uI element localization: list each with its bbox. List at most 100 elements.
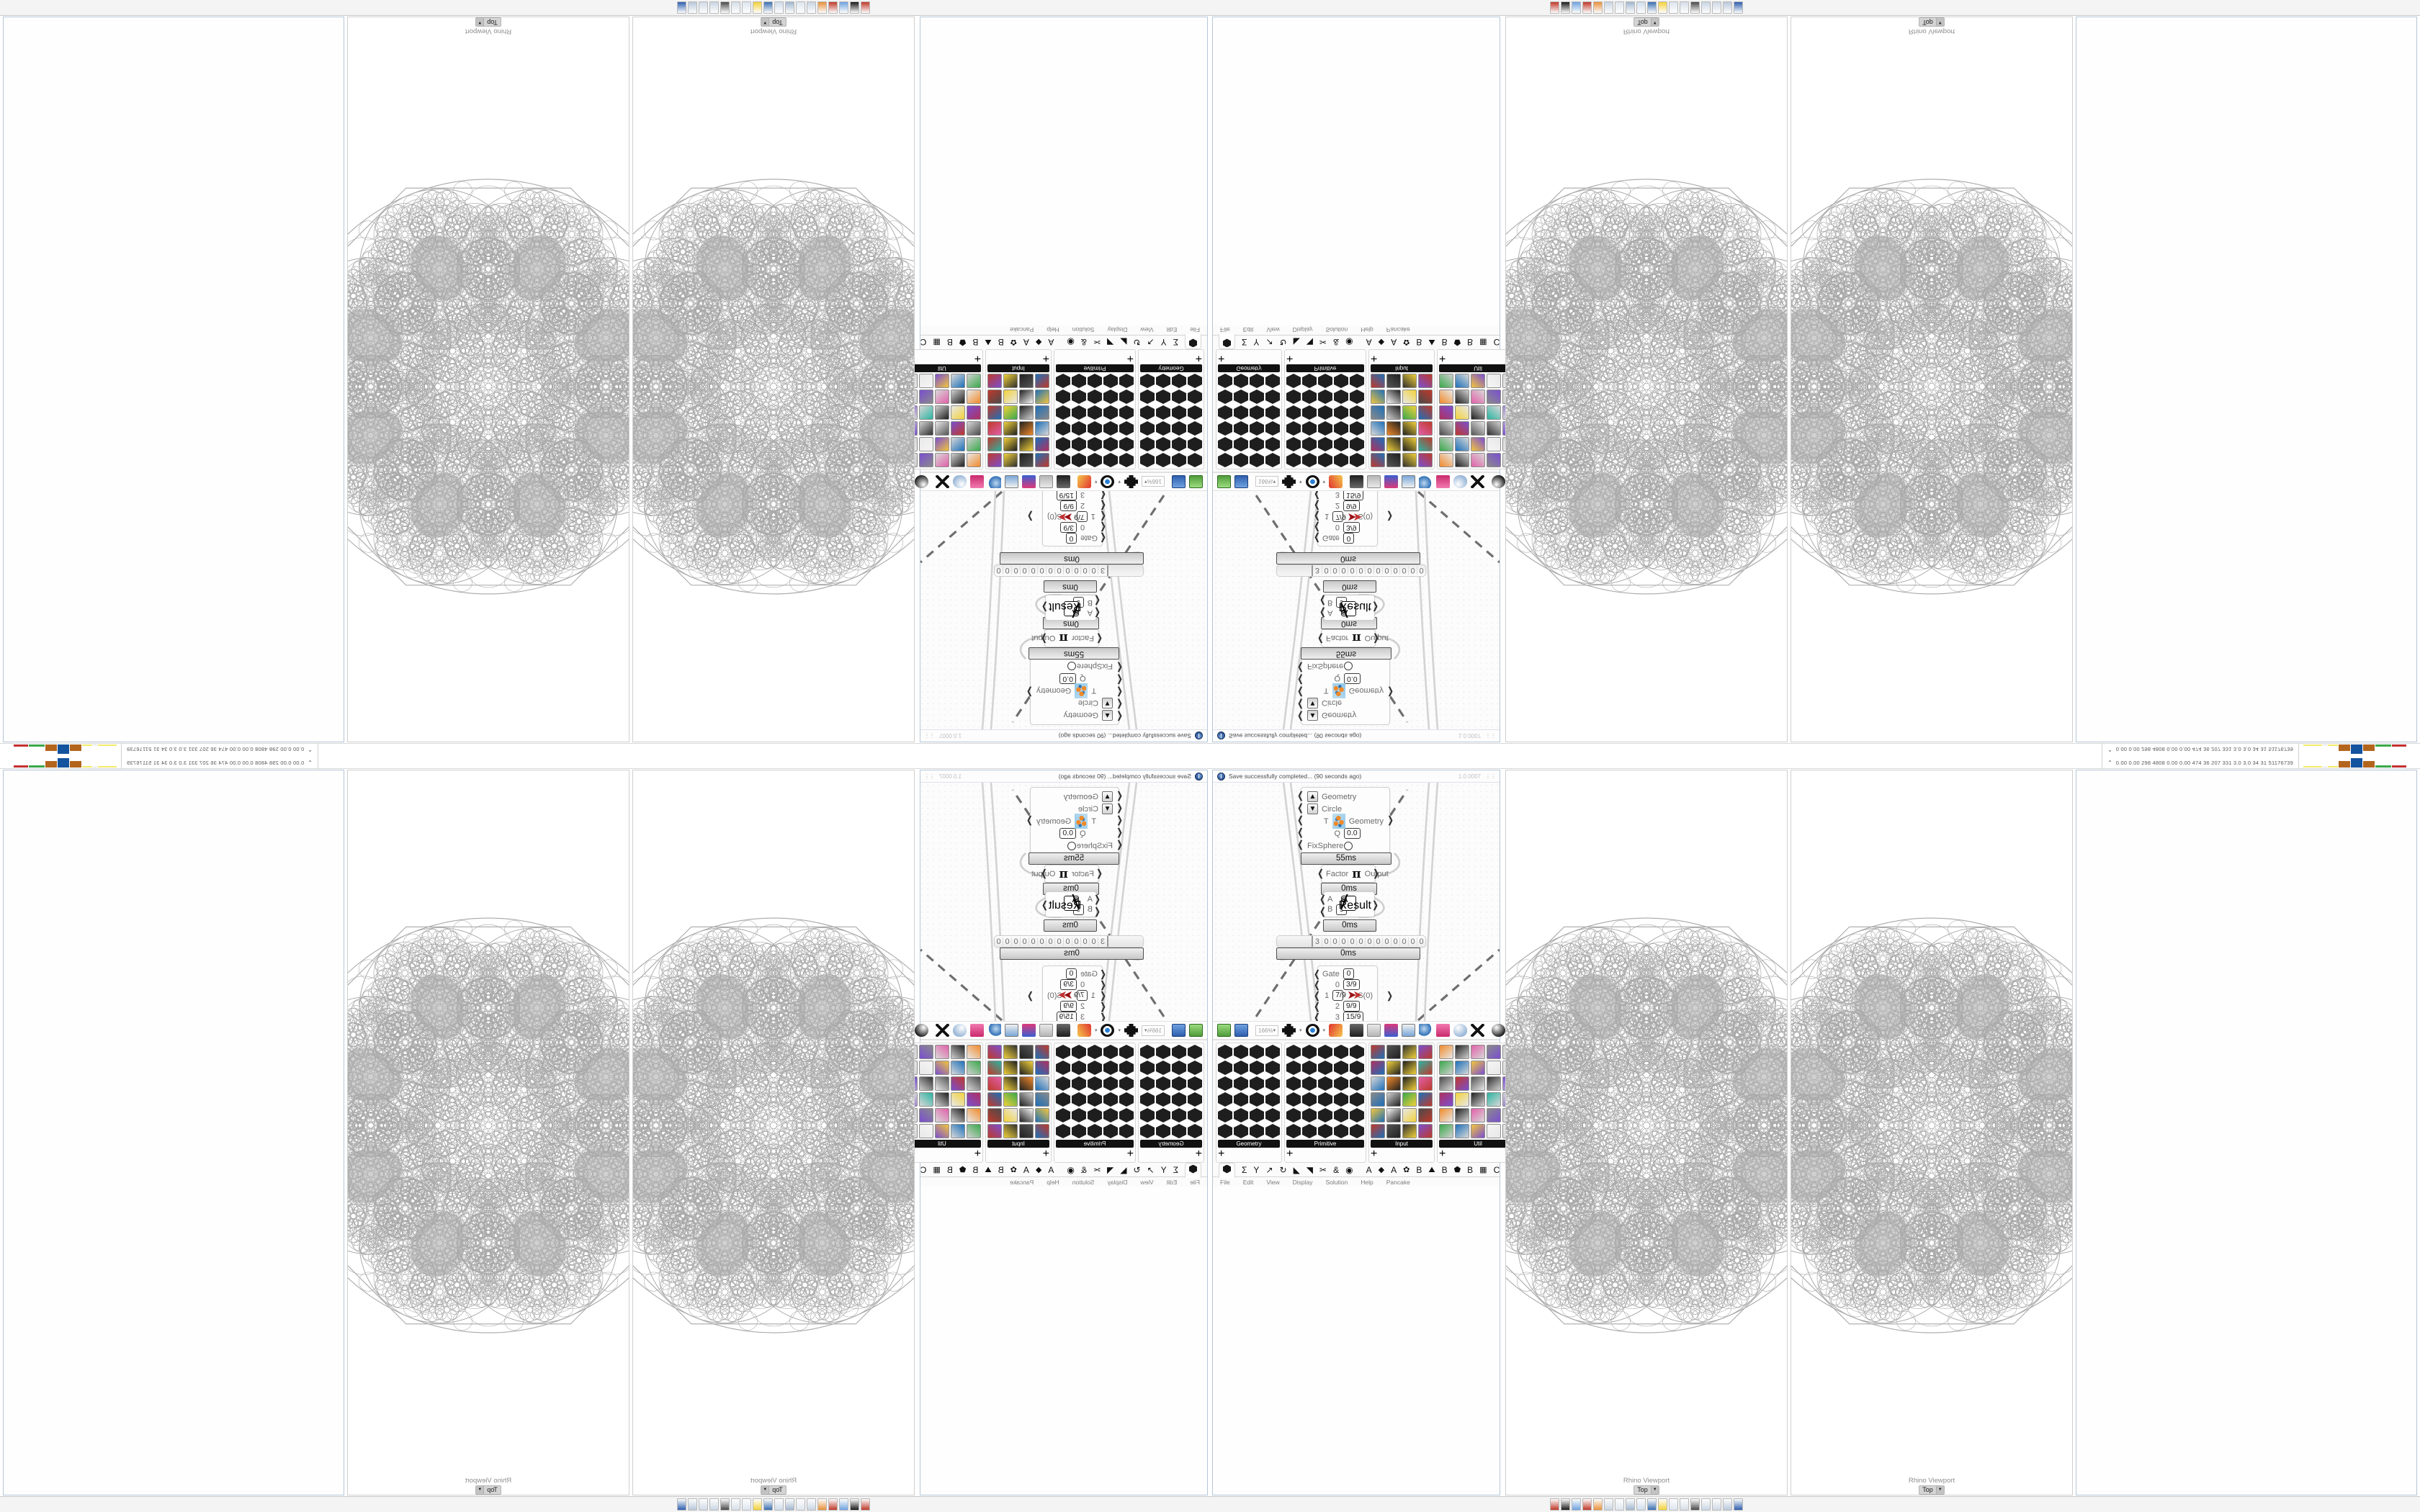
chevron-down-icon[interactable]: ▼ <box>476 18 485 27</box>
viewport-view-combo[interactable]: Top ▼ <box>761 1485 786 1495</box>
ribbon-tab-0[interactable]: A <box>1366 1166 1372 1174</box>
ribbon-tab-glyph[interactable]: ↗ <box>1147 1165 1155 1175</box>
ribbon-component-icon[interactable] <box>1019 1076 1034 1091</box>
taskbar-item[interactable] <box>861 1498 870 1511</box>
ribbon-component-icon[interactable] <box>1402 405 1417 420</box>
ribbon-component-icon[interactable] <box>1334 1092 1348 1107</box>
ribbon-component-icon[interactable] <box>1318 421 1332 436</box>
ribbon-component-icon[interactable] <box>1318 405 1332 420</box>
rhino-viewport-right[interactable]: Rhino Viewport Top ▼ <box>347 770 629 1495</box>
q-value-field[interactable]: 0.0 <box>1059 828 1076 839</box>
input-port[interactable]: ❬ <box>1093 595 1101 606</box>
output-port[interactable]: ❭ <box>1026 687 1034 698</box>
ribbon-component-icon[interactable] <box>1035 437 1049 451</box>
component-geometry-pipeline[interactable]: ▲ Geometry ▼ Circle T Geometry Q 0.0 Fix… <box>1296 787 1394 865</box>
ribbon-component-icon[interactable] <box>935 1061 949 1075</box>
ribbon-component-icon[interactable] <box>1234 1124 1248 1138</box>
input-port[interactable]: ❬ <box>1116 711 1124 722</box>
taskbar-item[interactable] <box>774 1498 784 1511</box>
branch-3-value[interactable]: 15/9 <box>1343 491 1364 500</box>
ribbon-component-icon[interactable] <box>1286 1108 1301 1122</box>
ribbon-component-icon[interactable] <box>1350 453 1364 467</box>
ribbon-component-icon[interactable] <box>1188 405 1202 420</box>
taskbar-item[interactable] <box>677 1498 686 1511</box>
ribbon-component-icon[interactable] <box>1072 421 1086 436</box>
ribbon-component-icon[interactable] <box>1072 405 1086 420</box>
input-port[interactable]: ❬ <box>1099 990 1107 1001</box>
os-taskbar[interactable] <box>0 1496 1210 1512</box>
find-icon[interactable] <box>987 475 1001 488</box>
taskbar-item[interactable] <box>839 1498 848 1511</box>
ribbon-tab-4[interactable]: B <box>1467 338 1473 348</box>
ribbon-component-icon[interactable] <box>1088 1045 1102 1059</box>
shuffle-icon[interactable] <box>935 475 949 488</box>
menu-item-display[interactable]: Display <box>1107 1179 1127 1186</box>
ribbon-tab-3[interactable]: B <box>972 338 978 348</box>
ribbon-component-icon[interactable] <box>1188 374 1202 388</box>
input-port[interactable]: ❬ <box>1093 894 1101 904</box>
open-file-icon[interactable] <box>1189 475 1203 488</box>
ribbon-component-icon[interactable] <box>1371 1092 1385 1107</box>
ribbon-component-icon[interactable] <box>1471 1108 1485 1122</box>
ribbon-component-icon[interactable] <box>1156 437 1170 451</box>
ribbon-component-icon[interactable] <box>1386 1092 1401 1107</box>
taskbar-item[interactable] <box>817 1 827 14</box>
input-port[interactable]: ❬ <box>1313 522 1321 533</box>
taskbar-item[interactable] <box>1636 1498 1646 1511</box>
ribbon-tab-2[interactable]: B <box>998 338 1004 348</box>
input-port[interactable]: ❬ <box>1313 1002 1321 1011</box>
open-file-icon[interactable] <box>1217 475 1231 488</box>
ribbon-component-icon[interactable] <box>1286 374 1301 388</box>
ribbon-component-icon[interactable] <box>1003 1061 1018 1075</box>
ribbon-tab-glyph[interactable]: ↻ <box>1280 1166 1287 1174</box>
ribbon-component-icon[interactable] <box>1350 1061 1364 1075</box>
balloon-icon[interactable] <box>952 475 967 488</box>
ribbon-component-icon[interactable] <box>987 421 1002 436</box>
ribbon-component-icon[interactable] <box>1487 390 1501 404</box>
ribbon-component-icon[interactable] <box>1019 1108 1034 1122</box>
ribbon-tab-glyph[interactable]: Y <box>1253 1166 1259 1174</box>
ribbon-component-icon[interactable] <box>1072 374 1086 388</box>
ribbon-component-icon[interactable] <box>1019 1092 1034 1107</box>
ribbon-component-icon[interactable] <box>1103 453 1118 467</box>
ribbon-component-icon[interactable] <box>1371 437 1385 451</box>
ribbon-component-icon[interactable] <box>1218 1108 1232 1122</box>
ribbon-component-icon[interactable] <box>1439 1108 1453 1122</box>
bake-brush-icon[interactable] <box>1077 475 1091 488</box>
move-up-icon[interactable]: ▲ <box>1102 710 1113 721</box>
ribbon-component-icon[interactable] <box>1371 390 1385 404</box>
ribbon-component-icon[interactable] <box>1371 1076 1385 1091</box>
ribbon-component-icon[interactable] <box>987 1092 1002 1107</box>
ribbon-component-icon[interactable] <box>1302 405 1317 420</box>
ribbon-component-icon[interactable] <box>1088 390 1102 404</box>
rhino-viewport-right[interactable]: Rhino Viewport Top ▼ <box>1791 17 2073 742</box>
ribbon-component-icon[interactable] <box>1418 1124 1433 1138</box>
ribbon-component-icon[interactable] <box>919 1092 933 1107</box>
ribbon-component-icon[interactable] <box>951 1124 965 1138</box>
ribbon-component-icon[interactable] <box>1234 437 1248 451</box>
ribbon-component-icon[interactable] <box>1188 1124 1202 1138</box>
ribbon-component-icon[interactable] <box>1334 1124 1348 1138</box>
ribbon-component-icon[interactable] <box>1056 1061 1070 1075</box>
taskbar-item[interactable] <box>1680 1498 1689 1511</box>
ribbon-tab-5[interactable]: C <box>920 338 927 348</box>
ribbon-component-icon[interactable] <box>1119 421 1134 436</box>
move-down-icon[interactable]: ▼ <box>1102 698 1113 708</box>
ribbon-component-icon[interactable] <box>1318 1061 1332 1075</box>
ribbon-component-icon[interactable] <box>1265 453 1280 467</box>
ribbon-tab-icon[interactable]: ◆ <box>1379 338 1384 347</box>
ribbon-component-icon[interactable] <box>1172 421 1186 436</box>
ribbon-tab-glyph[interactable]: ◣ <box>1294 1166 1300 1174</box>
ribbon-component-icon[interactable] <box>1056 1092 1070 1107</box>
ribbon-component-icon[interactable] <box>1302 374 1317 388</box>
ribbon-component-icon[interactable] <box>935 1108 949 1122</box>
ribbon-component-icon[interactable] <box>1250 1092 1264 1107</box>
ribbon-component-icon[interactable] <box>1418 1092 1433 1107</box>
ribbon-component-icon[interactable] <box>1402 1076 1417 1091</box>
ribbon-component-icon[interactable] <box>1471 1061 1485 1075</box>
taskbar-item[interactable] <box>688 1498 697 1511</box>
rhino-viewport-right[interactable]: Rhino Viewport Top ▼ <box>1791 770 2073 1495</box>
ribbon-component-icon[interactable] <box>1350 1045 1364 1059</box>
ribbon-component-icon[interactable] <box>967 1045 981 1059</box>
ribbon-component-icon[interactable] <box>1103 1061 1118 1075</box>
